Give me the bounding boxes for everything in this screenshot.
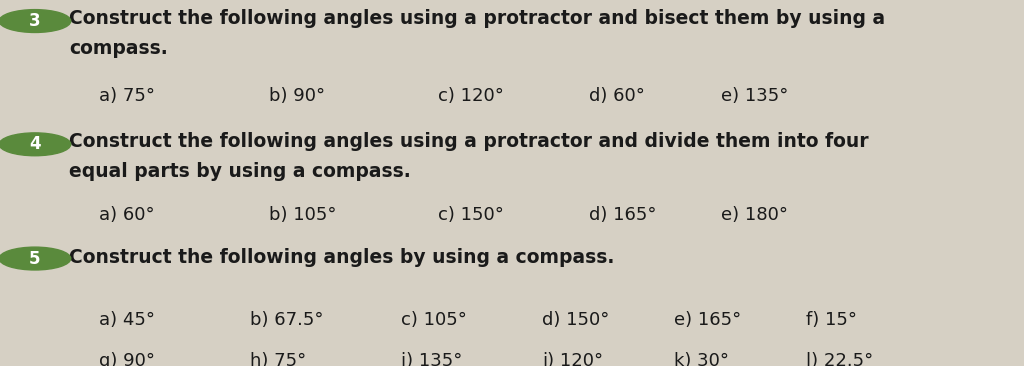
Text: compass.: compass. — [69, 38, 168, 57]
Text: d) 150°: d) 150° — [542, 311, 609, 329]
Text: Construct the following angles using a protractor and bisect them by using a: Construct the following angles using a p… — [69, 8, 885, 27]
Text: a) 75°: a) 75° — [99, 87, 155, 105]
Text: k) 30°: k) 30° — [674, 352, 729, 366]
Text: i) 135°: i) 135° — [400, 352, 462, 366]
Text: d) 60°: d) 60° — [589, 87, 645, 105]
Text: equal parts by using a compass.: equal parts by using a compass. — [69, 162, 411, 181]
Text: c) 120°: c) 120° — [438, 87, 504, 105]
Circle shape — [0, 10, 71, 33]
Text: j) 120°: j) 120° — [542, 352, 603, 366]
Text: d) 165°: d) 165° — [589, 206, 656, 224]
Circle shape — [0, 247, 71, 270]
Text: c) 105°: c) 105° — [400, 311, 467, 329]
Text: e) 135°: e) 135° — [721, 87, 788, 105]
Text: Construct the following angles using a protractor and divide them into four: Construct the following angles using a p… — [69, 132, 868, 151]
Text: a) 60°: a) 60° — [99, 206, 155, 224]
Text: g) 90°: g) 90° — [99, 352, 155, 366]
Text: b) 90°: b) 90° — [268, 87, 325, 105]
Text: c) 150°: c) 150° — [438, 206, 504, 224]
Text: f) 15°: f) 15° — [806, 311, 857, 329]
Text: a) 45°: a) 45° — [99, 311, 155, 329]
Text: b) 105°: b) 105° — [268, 206, 336, 224]
Text: h) 75°: h) 75° — [250, 352, 306, 366]
Text: Construct the following angles by using a compass.: Construct the following angles by using … — [69, 247, 614, 266]
Circle shape — [0, 133, 71, 156]
Text: e) 165°: e) 165° — [674, 311, 741, 329]
Text: 3: 3 — [29, 12, 41, 30]
Text: e) 180°: e) 180° — [721, 206, 788, 224]
Text: l) 22.5°: l) 22.5° — [806, 352, 873, 366]
Text: 5: 5 — [29, 250, 41, 268]
Text: 4: 4 — [29, 135, 41, 153]
Text: b) 67.5°: b) 67.5° — [250, 311, 324, 329]
